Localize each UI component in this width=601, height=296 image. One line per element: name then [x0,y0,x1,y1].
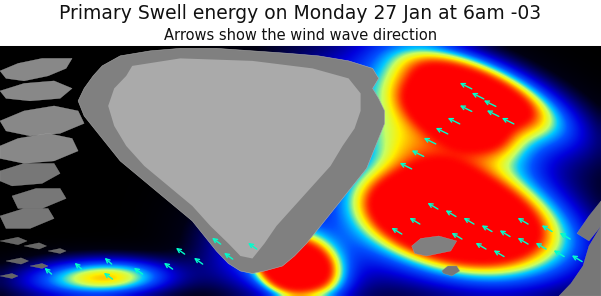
Polygon shape [24,243,47,249]
Polygon shape [442,266,460,276]
Polygon shape [48,248,66,253]
Polygon shape [412,236,457,256]
Polygon shape [6,258,29,264]
Polygon shape [0,208,54,229]
Polygon shape [0,133,78,163]
Polygon shape [108,58,361,258]
Polygon shape [12,189,66,208]
Text: Primary Swell energy on Monday 27 Jan at 6am -03: Primary Swell energy on Monday 27 Jan at… [59,4,542,23]
Polygon shape [30,263,48,268]
Polygon shape [78,48,385,274]
Polygon shape [0,274,18,279]
Polygon shape [0,106,84,136]
Polygon shape [0,58,72,81]
Polygon shape [0,163,60,186]
Polygon shape [0,237,27,245]
Polygon shape [577,201,601,241]
Polygon shape [559,226,601,296]
Polygon shape [0,81,72,101]
Text: Arrows show the wind wave direction: Arrows show the wind wave direction [164,28,437,43]
